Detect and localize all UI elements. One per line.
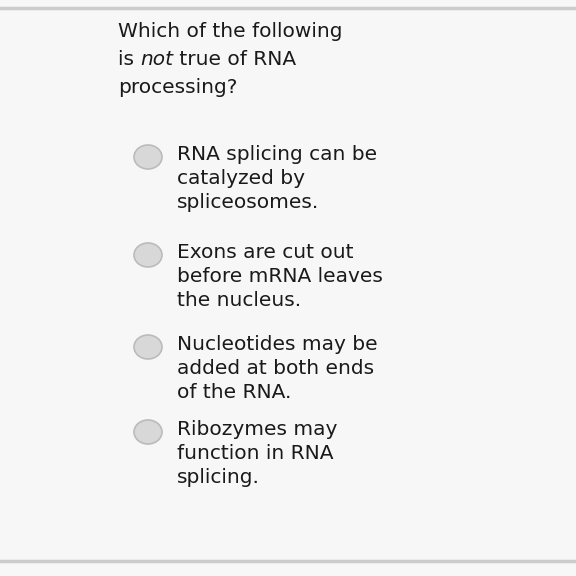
Text: before mRNA leaves: before mRNA leaves bbox=[177, 267, 383, 286]
Text: processing?: processing? bbox=[118, 78, 237, 97]
Text: true of RNA: true of RNA bbox=[173, 50, 297, 69]
Text: Exons are cut out: Exons are cut out bbox=[177, 243, 354, 262]
Text: of the RNA.: of the RNA. bbox=[177, 383, 291, 402]
Text: spliceosomes.: spliceosomes. bbox=[177, 193, 319, 212]
Text: the nucleus.: the nucleus. bbox=[177, 291, 301, 310]
Text: Which of the following: Which of the following bbox=[118, 22, 343, 41]
Text: Ribozymes may: Ribozymes may bbox=[177, 420, 338, 439]
Text: RNA splicing can be: RNA splicing can be bbox=[177, 145, 377, 164]
Text: function in RNA: function in RNA bbox=[177, 444, 334, 463]
Text: splicing.: splicing. bbox=[177, 468, 260, 487]
Ellipse shape bbox=[134, 335, 162, 359]
Text: added at both ends: added at both ends bbox=[177, 359, 374, 378]
Text: is: is bbox=[118, 50, 141, 69]
Ellipse shape bbox=[134, 243, 162, 267]
Text: catalyzed by: catalyzed by bbox=[177, 169, 305, 188]
Ellipse shape bbox=[134, 145, 162, 169]
Text: not: not bbox=[141, 50, 173, 69]
Text: Nucleotides may be: Nucleotides may be bbox=[177, 335, 378, 354]
Ellipse shape bbox=[134, 420, 162, 444]
